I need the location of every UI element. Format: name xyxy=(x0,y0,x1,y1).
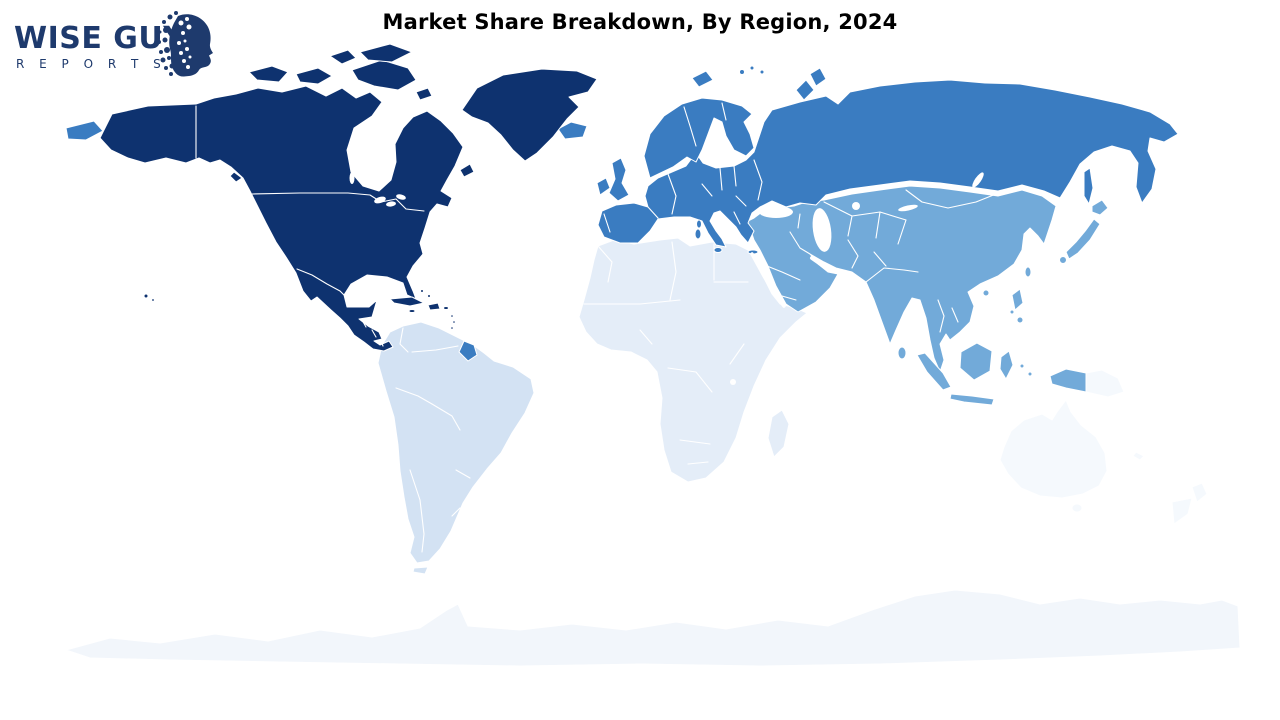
french-guiana xyxy=(458,340,478,362)
chukotka-antimeridian-wrap xyxy=(65,120,104,141)
north-america-mainland xyxy=(99,85,464,352)
logo-graphic: WISE GUY R E P O R T S xyxy=(14,11,213,77)
asia-mainland xyxy=(745,185,1057,373)
lake-balkhash xyxy=(898,204,918,212)
arctic-island-victoria xyxy=(295,67,333,85)
sulawesi xyxy=(999,350,1014,380)
lesser-antilles-3 xyxy=(450,326,454,330)
logo-tagline: R E P O R T S xyxy=(16,57,166,71)
arctic-island-baffin xyxy=(351,59,417,91)
bahamas-1 xyxy=(420,289,424,293)
tasmania xyxy=(1071,503,1083,513)
dotted-head-icon xyxy=(157,11,213,77)
philippines-visayas xyxy=(1009,309,1015,315)
jamaica xyxy=(408,309,416,313)
philippines-mindanao xyxy=(1016,316,1024,324)
sumatra xyxy=(916,352,952,391)
sakhalin xyxy=(1083,167,1094,205)
japan-hokkaido xyxy=(1091,199,1109,216)
svalbard xyxy=(691,70,714,88)
novaya-zemlya-north xyxy=(809,67,827,87)
black-sea xyxy=(759,206,793,218)
franz-josef-3 xyxy=(759,69,765,75)
region-oceania xyxy=(999,369,1208,525)
lake-victoria xyxy=(730,379,736,385)
arctic-island-small xyxy=(415,87,433,101)
franz-josef-2 xyxy=(749,65,755,71)
new-zealand-north-island xyxy=(1191,482,1208,503)
hainan xyxy=(982,289,990,297)
franz-josef-1 xyxy=(739,69,745,75)
great-britain xyxy=(608,157,630,202)
scandinavia xyxy=(643,97,755,179)
vancouver-island xyxy=(229,171,243,183)
great-lake-michigan-huron xyxy=(386,201,396,207)
caspian-sea xyxy=(812,208,832,252)
new-zealand-south-island xyxy=(1171,497,1193,525)
novaya-zemlya-south xyxy=(795,79,815,101)
wise-guy-reports-logo: WISE GUY R E P O R T S xyxy=(14,8,234,78)
region-south-america xyxy=(377,321,535,575)
antarctica xyxy=(65,589,1241,667)
sri-lanka xyxy=(897,346,907,360)
japan-kyushu xyxy=(1059,256,1067,264)
puerto-rico xyxy=(443,306,449,310)
persian-gulf xyxy=(810,256,834,273)
inland-seas-and-lakes xyxy=(349,172,984,385)
region-europe xyxy=(65,65,1179,362)
region-asia xyxy=(745,185,1109,406)
tierra-del-fuego xyxy=(412,566,429,575)
new-caledonia xyxy=(1132,451,1145,461)
moluccas-1 xyxy=(1019,363,1025,369)
ireland xyxy=(596,177,611,196)
newfoundland xyxy=(459,163,475,178)
moluccas-2 xyxy=(1027,371,1033,377)
arctic-island-devon xyxy=(329,49,357,65)
great-lake-erie-ontario xyxy=(396,194,406,200)
hawaii-1 xyxy=(143,293,149,299)
sicily xyxy=(713,247,723,253)
papua-new-guinea xyxy=(1085,369,1125,398)
red-sea xyxy=(750,252,786,308)
corsica xyxy=(696,219,702,229)
australia xyxy=(999,399,1108,499)
cuba xyxy=(389,296,425,307)
japan-honshu xyxy=(1065,218,1101,260)
logo-wordmark: WISE GUY xyxy=(14,21,186,56)
java xyxy=(949,393,995,406)
iceland xyxy=(557,121,588,140)
philippines-luzon xyxy=(1011,288,1024,311)
new-guinea-west xyxy=(1049,368,1087,393)
great-lake-superior xyxy=(374,196,386,204)
europe-country-borders xyxy=(603,102,763,233)
north-america-country-borders xyxy=(195,105,425,347)
lake-winnipeg xyxy=(349,172,355,184)
hispaniola xyxy=(427,302,441,311)
greenland xyxy=(461,68,598,162)
region-antarctica xyxy=(65,589,1241,667)
asia-country-borders xyxy=(761,189,997,333)
hawaii-2 xyxy=(151,298,155,302)
arctic-island-banks xyxy=(248,65,289,83)
madagascar xyxy=(767,409,790,458)
region-north-america xyxy=(99,43,598,352)
europe-russia-mainland xyxy=(597,79,1179,248)
bahamas-2 xyxy=(427,294,431,298)
borneo xyxy=(959,342,993,381)
lake-baikal xyxy=(972,172,984,188)
sardinia xyxy=(694,228,702,240)
lesser-antilles-2 xyxy=(452,320,456,324)
africa-country-borders xyxy=(583,241,749,465)
south-america-mainland xyxy=(377,321,535,564)
aral-sea xyxy=(852,202,860,210)
south-america-country-borders xyxy=(395,327,471,553)
arctic-island-ellesmere xyxy=(359,43,413,63)
lesser-antilles-1 xyxy=(450,314,454,318)
taiwan xyxy=(1024,266,1032,278)
page-title: Market Share Breakdown, By Region, 2024 xyxy=(382,10,898,34)
